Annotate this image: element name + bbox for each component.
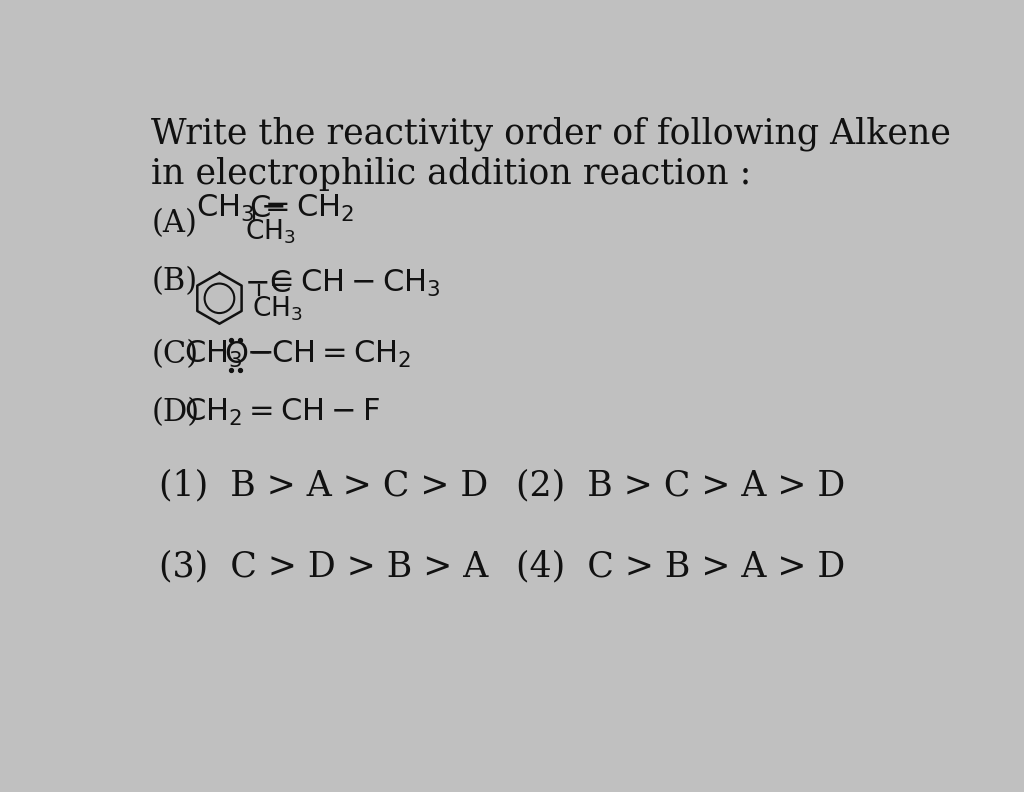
Text: $\mathregular{CH_3}-$: $\mathregular{CH_3}-$	[183, 339, 273, 370]
Text: (B): (B)	[152, 266, 198, 297]
Text: (1)  B > A > C > D: (1) B > A > C > D	[159, 468, 488, 502]
Text: $\mathregular{CH_2}=\mathregular{CH}-\mathregular{F}$: $\mathregular{CH_2}=\mathregular{CH}-\ma…	[183, 397, 380, 428]
Text: (3)  C > D > B > A: (3) C > D > B > A	[159, 550, 488, 583]
Text: (C): (C)	[152, 339, 199, 370]
Text: Write the reactivity order of following Alkene: Write the reactivity order of following …	[152, 116, 951, 150]
Text: $\mathregular{C}$: $\mathregular{C}$	[249, 194, 270, 223]
Text: $\mathregular{CH_3}$: $\mathregular{CH_3}$	[246, 217, 296, 246]
Text: (D): (D)	[152, 397, 200, 428]
Text: (A): (A)	[152, 208, 198, 239]
Text: $-\mathregular{C}$: $-\mathregular{C}$	[245, 269, 292, 299]
Text: $-\mathregular{CH}=\mathregular{CH_2}$: $-\mathregular{CH}=\mathregular{CH_2}$	[246, 339, 411, 370]
Text: $\mathregular{O}$: $\mathregular{O}$	[223, 340, 248, 369]
Text: $\mathregular{CH_3}-$: $\mathregular{CH_3}-$	[197, 192, 286, 224]
Text: (4)  C > B > A > D: (4) C > B > A > D	[515, 550, 845, 583]
Text: (2)  B > C > A > D: (2) B > C > A > D	[515, 468, 845, 502]
Text: $=\mathregular{CH}-\mathregular{CH_3}$: $=\mathregular{CH}-\mathregular{CH_3}$	[263, 268, 440, 299]
Text: in electrophilic addition reaction :: in electrophilic addition reaction :	[152, 157, 752, 191]
Text: $\mathregular{CH_3}$: $\mathregular{CH_3}$	[252, 294, 303, 322]
Text: $=\mathregular{CH_2}$: $=\mathregular{CH_2}$	[259, 192, 354, 224]
